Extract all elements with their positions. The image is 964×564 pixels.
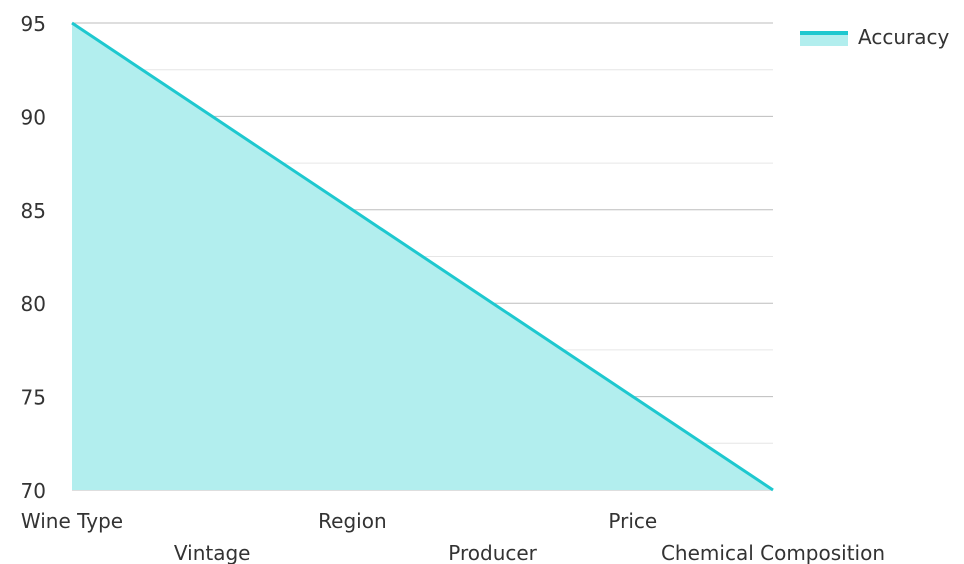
y-tick-label: 70 bbox=[21, 479, 46, 503]
y-tick-label: 85 bbox=[21, 199, 46, 223]
x-tick-label: Chemical Composition bbox=[661, 541, 885, 564]
series-line-accuracy bbox=[71, 21, 774, 492]
legend[interactable]: Accuracy bbox=[800, 25, 949, 49]
legend-swatch-accuracy bbox=[800, 32, 848, 46]
x-tick-label: Wine Type bbox=[21, 509, 123, 533]
x-axis-tick-labels: Wine Type Vintage Region Producer PriceChemi… bbox=[21, 509, 885, 564]
y-axis-tick-labels: 70 75 80 85 90 95 bbox=[21, 12, 46, 503]
series-area-accuracy bbox=[72, 23, 773, 490]
legend-label-accuracy: Accuracy bbox=[858, 25, 949, 49]
x-tick-label: Vintage bbox=[174, 541, 251, 564]
y-tick-label: 90 bbox=[21, 105, 46, 129]
x-tick-label: Producer bbox=[448, 541, 537, 564]
y-tick-label: 95 bbox=[21, 12, 46, 36]
x-tick-label: Price bbox=[608, 509, 657, 533]
series-area-layer bbox=[71, 21, 774, 492]
x-tick-label: Region bbox=[318, 509, 386, 533]
y-tick-label: 75 bbox=[21, 386, 46, 410]
y-tick-label: 80 bbox=[21, 292, 46, 316]
